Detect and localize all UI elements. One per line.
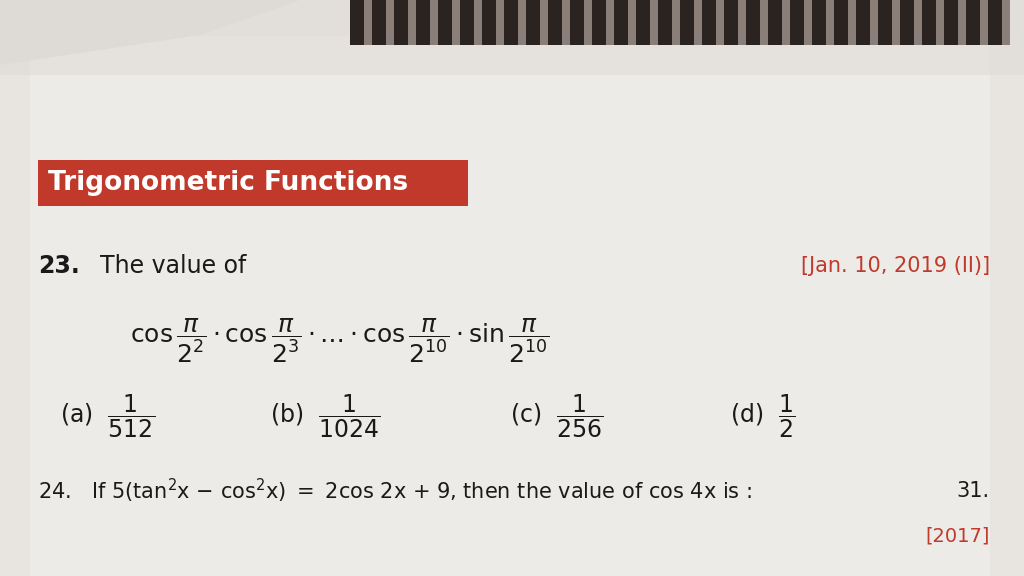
Bar xyxy=(438,0,452,45)
Bar xyxy=(452,0,460,45)
Text: (a)  $\dfrac{1}{512}$: (a) $\dfrac{1}{512}$ xyxy=(60,392,155,439)
Text: (c)  $\dfrac{1}{256}$: (c) $\dfrac{1}{256}$ xyxy=(510,392,603,439)
Bar xyxy=(570,0,584,45)
Bar xyxy=(658,0,672,45)
Bar xyxy=(650,0,658,45)
Bar xyxy=(804,0,812,45)
Bar xyxy=(958,0,966,45)
Polygon shape xyxy=(0,0,300,65)
Bar xyxy=(504,0,518,45)
Bar xyxy=(592,0,606,45)
Bar xyxy=(408,0,416,45)
Bar xyxy=(768,0,782,45)
Bar xyxy=(724,0,738,45)
Bar xyxy=(474,0,482,45)
Bar xyxy=(606,0,614,45)
Bar xyxy=(38,160,468,206)
Bar xyxy=(936,0,944,45)
Bar xyxy=(966,0,980,45)
Text: The value of: The value of xyxy=(100,254,247,278)
Bar xyxy=(988,0,1002,45)
Text: 31.: 31. xyxy=(956,481,990,501)
Bar xyxy=(922,0,936,45)
Bar xyxy=(760,0,768,45)
Bar xyxy=(870,0,878,45)
Bar xyxy=(636,0,650,45)
Bar xyxy=(944,0,958,45)
Bar xyxy=(364,0,372,45)
Text: [2017]: [2017] xyxy=(926,526,990,545)
Bar xyxy=(482,0,496,45)
Text: 24.   If 5(tan$^2$x $-$ cos$^2$x) $=$ 2cos 2x $+$ 9, then the value of cos 4x is: 24. If 5(tan$^2$x $-$ cos$^2$x) $=$ 2cos… xyxy=(38,477,752,505)
Bar xyxy=(1002,0,1010,45)
Bar xyxy=(548,0,562,45)
Bar xyxy=(386,0,394,45)
Text: (b)  $\dfrac{1}{1024}$: (b) $\dfrac{1}{1024}$ xyxy=(270,392,381,439)
Bar xyxy=(746,0,760,45)
Bar xyxy=(416,0,430,45)
Bar xyxy=(812,0,826,45)
Bar xyxy=(460,0,474,45)
Bar xyxy=(782,0,790,45)
Bar xyxy=(628,0,636,45)
Bar xyxy=(350,0,364,45)
Bar xyxy=(900,0,914,45)
Bar xyxy=(856,0,870,45)
Bar xyxy=(716,0,724,45)
Text: $\cos\dfrac{\pi}{2^2}\cdot\cos\dfrac{\pi}{2^3}\cdot\ldots\cdot\cos\dfrac{\pi}{2^: $\cos\dfrac{\pi}{2^2}\cdot\cos\dfrac{\pi… xyxy=(130,317,550,365)
Text: 23.: 23. xyxy=(38,254,80,278)
Text: [Jan. 10, 2019 (II)]: [Jan. 10, 2019 (II)] xyxy=(801,256,990,276)
Bar xyxy=(980,0,988,45)
Text: (d)  $\dfrac{1}{2}$: (d) $\dfrac{1}{2}$ xyxy=(730,392,796,439)
Bar xyxy=(738,0,746,45)
Text: Trigonometric Functions: Trigonometric Functions xyxy=(48,170,409,196)
Bar xyxy=(584,0,592,45)
Bar xyxy=(0,0,1024,75)
Bar xyxy=(518,0,526,45)
Bar xyxy=(496,0,504,45)
Bar xyxy=(430,0,438,45)
Bar xyxy=(526,0,540,45)
Bar xyxy=(540,0,548,45)
Bar xyxy=(848,0,856,45)
Bar xyxy=(372,0,386,45)
Bar xyxy=(914,0,922,45)
Bar xyxy=(694,0,702,45)
Bar xyxy=(790,0,804,45)
Bar xyxy=(680,0,694,45)
Bar xyxy=(562,0,570,45)
Bar xyxy=(892,0,900,45)
Bar xyxy=(826,0,834,45)
Bar xyxy=(394,0,408,45)
Bar xyxy=(834,0,848,45)
Bar xyxy=(702,0,716,45)
Bar xyxy=(878,0,892,45)
Bar xyxy=(614,0,628,45)
Bar xyxy=(672,0,680,45)
